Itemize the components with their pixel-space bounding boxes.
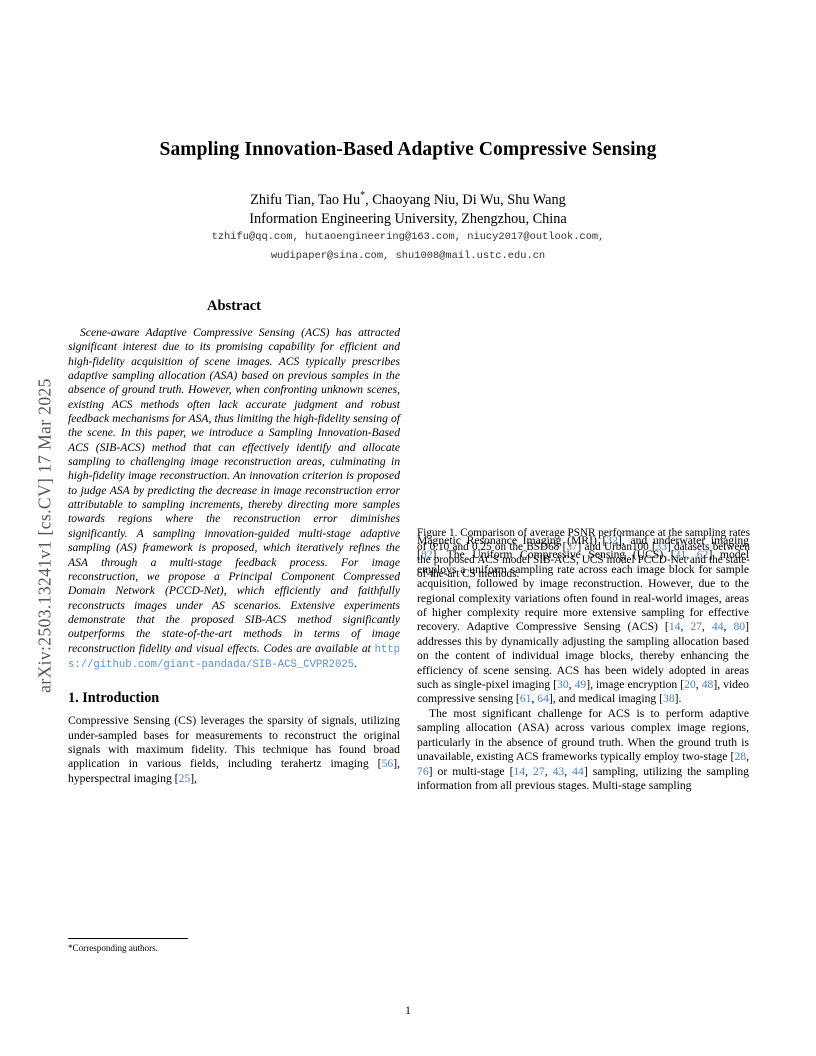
citation-80[interactable]: 80 xyxy=(733,620,746,634)
citation-61[interactable]: 61 xyxy=(519,692,532,706)
text-run: , xyxy=(702,620,712,634)
text-run: ], video compressive sensing [ xyxy=(417,678,749,706)
citation-48[interactable]: 48 xyxy=(701,678,714,692)
abstract-heading: Abstract xyxy=(207,298,261,314)
text-run: ], image encryption [ xyxy=(586,678,685,692)
citation-27[interactable]: 27 xyxy=(690,620,702,634)
abstract-body: Scene-aware Adaptive Compressive Sensing… xyxy=(68,326,400,655)
figure-caption: Figure 1. Comparison of average PSNR per… xyxy=(417,527,750,581)
text-run: The most significant challenge for ACS i… xyxy=(417,706,749,764)
citation-28[interactable]: 28 xyxy=(734,750,747,764)
citation-30[interactable]: 30 xyxy=(557,678,569,692)
intro-text-b: ], hyperspectral imaging [ xyxy=(68,757,400,785)
left-column: Abstract Scene-aware Adaptive Compressiv… xyxy=(68,298,400,786)
right-paragraph-1: Magnetic Resonance Imaging (MRI) [32], a… xyxy=(417,534,749,707)
text-run: ] or multi-stage [ xyxy=(428,764,514,778)
text-run: ] sampling, utilizing the sampling infor… xyxy=(417,764,749,792)
citation-43[interactable]: 43 xyxy=(552,764,565,778)
page-number: 1 xyxy=(405,1005,411,1017)
citation-27[interactable]: 27 xyxy=(533,764,545,778)
affiliation: Information Engineering University, Zhen… xyxy=(249,210,567,227)
citation-14[interactable]: 14 xyxy=(513,764,526,778)
right-column: -5051015202528.52929.53030.53131.53232.5… xyxy=(417,298,749,793)
text-run: , xyxy=(544,764,553,778)
text-run: ] datasets between the proposed ACS mode… xyxy=(417,540,750,580)
text-run: ], and underwater imaging [ xyxy=(417,534,749,562)
text-run: , xyxy=(723,620,734,634)
citation-82[interactable]: 82 xyxy=(420,548,433,562)
arxiv-stamp: arXiv:2503.13241v1 [cs.CV] 17 Mar 2025 xyxy=(34,378,55,693)
author-names-pre: Zhifu Tian, Tao Hu xyxy=(250,191,361,208)
email-block: tzhifu@qq.com, hutaoengineering@163.com,… xyxy=(80,228,736,266)
email-line-2: wudipaper@sina.com, shu1008@mail.ustc.ed… xyxy=(270,250,546,262)
citation-76[interactable]: 76 xyxy=(417,764,429,778)
text-run: ], and medical imaging [ xyxy=(548,692,664,706)
corresponding-author-marker: * xyxy=(360,190,366,201)
text-run: ]. xyxy=(674,692,682,706)
author-names: Zhifu Tian, Tao Hu*, Chaoyang Niu, Di Wu… xyxy=(80,186,736,210)
citation-37[interactable]: 37 xyxy=(566,540,578,553)
code-url-link[interactable]: https://github.com/giant-pandada/SIB-ACS… xyxy=(68,643,400,671)
intro-paragraph-1: Compressive Sensing (CS) leverages the s… xyxy=(68,714,400,786)
intro-text-a: Compressive Sensing (CS) leverages the s… xyxy=(68,714,400,771)
text-run: , xyxy=(746,750,749,764)
text-run: ] addresses this by dynamically adjustin… xyxy=(417,620,749,692)
text-run: Magnetic Resonance Imaging (MRI) [ xyxy=(417,534,607,547)
citation-62[interactable]: 62 xyxy=(696,548,709,562)
text-run: , xyxy=(686,548,697,562)
citation-38[interactable]: 38 xyxy=(663,692,675,706)
citation-25[interactable]: 25 xyxy=(178,771,191,785)
text-run: ] and Urban100 [ xyxy=(577,540,656,553)
text-run: ]. The Uniform Compressive Sensing (UCS)… xyxy=(432,548,675,562)
text-run: , xyxy=(568,678,575,692)
text-run: , xyxy=(525,764,534,778)
citation-64[interactable]: 64 xyxy=(537,692,549,706)
text-run: , xyxy=(531,692,538,706)
author-block: Zhifu Tian, Tao Hu*, Chaoyang Niu, Di Wu… xyxy=(80,186,736,229)
right-paragraph-2: The most significant challenge for ACS i… xyxy=(417,707,749,793)
citation-14[interactable]: 14 xyxy=(668,620,681,634)
text-run: , xyxy=(564,764,573,778)
intro-text-c: ], xyxy=(190,771,197,785)
citation-33[interactable]: 33 xyxy=(655,540,667,553)
page-title: Sampling Innovation-Based Adaptive Compr… xyxy=(159,139,657,160)
citation-31[interactable]: 31 xyxy=(674,548,687,562)
text-run: ] model employs a uniform sampling rate … xyxy=(417,548,749,634)
abstract-tail: . xyxy=(354,656,357,670)
citation-49[interactable]: 49 xyxy=(574,678,587,692)
author-names-post: , Chaoyang Niu, Di Wu, Shu Wang xyxy=(365,191,566,208)
text-run: Figure 1. Comparison of average PSNR per… xyxy=(417,527,750,553)
abstract-text: Scene-aware Adaptive Compressive Sensing… xyxy=(68,326,400,672)
citation-56[interactable]: 56 xyxy=(381,757,394,771)
citation-20[interactable]: 20 xyxy=(684,678,696,692)
footnote-text: *Corresponding authors. xyxy=(68,943,158,953)
footnote-rule xyxy=(68,938,188,939)
text-run: , xyxy=(680,620,691,634)
citation-32[interactable]: 32 xyxy=(606,534,618,547)
section-heading-introduction: 1. Introduction xyxy=(68,690,160,707)
text-run: , xyxy=(695,678,702,692)
citation-44[interactable]: 44 xyxy=(711,620,724,634)
email-line-1: tzhifu@qq.com, hutaoengineering@163.com,… xyxy=(211,231,605,243)
citation-44[interactable]: 44 xyxy=(572,764,584,778)
